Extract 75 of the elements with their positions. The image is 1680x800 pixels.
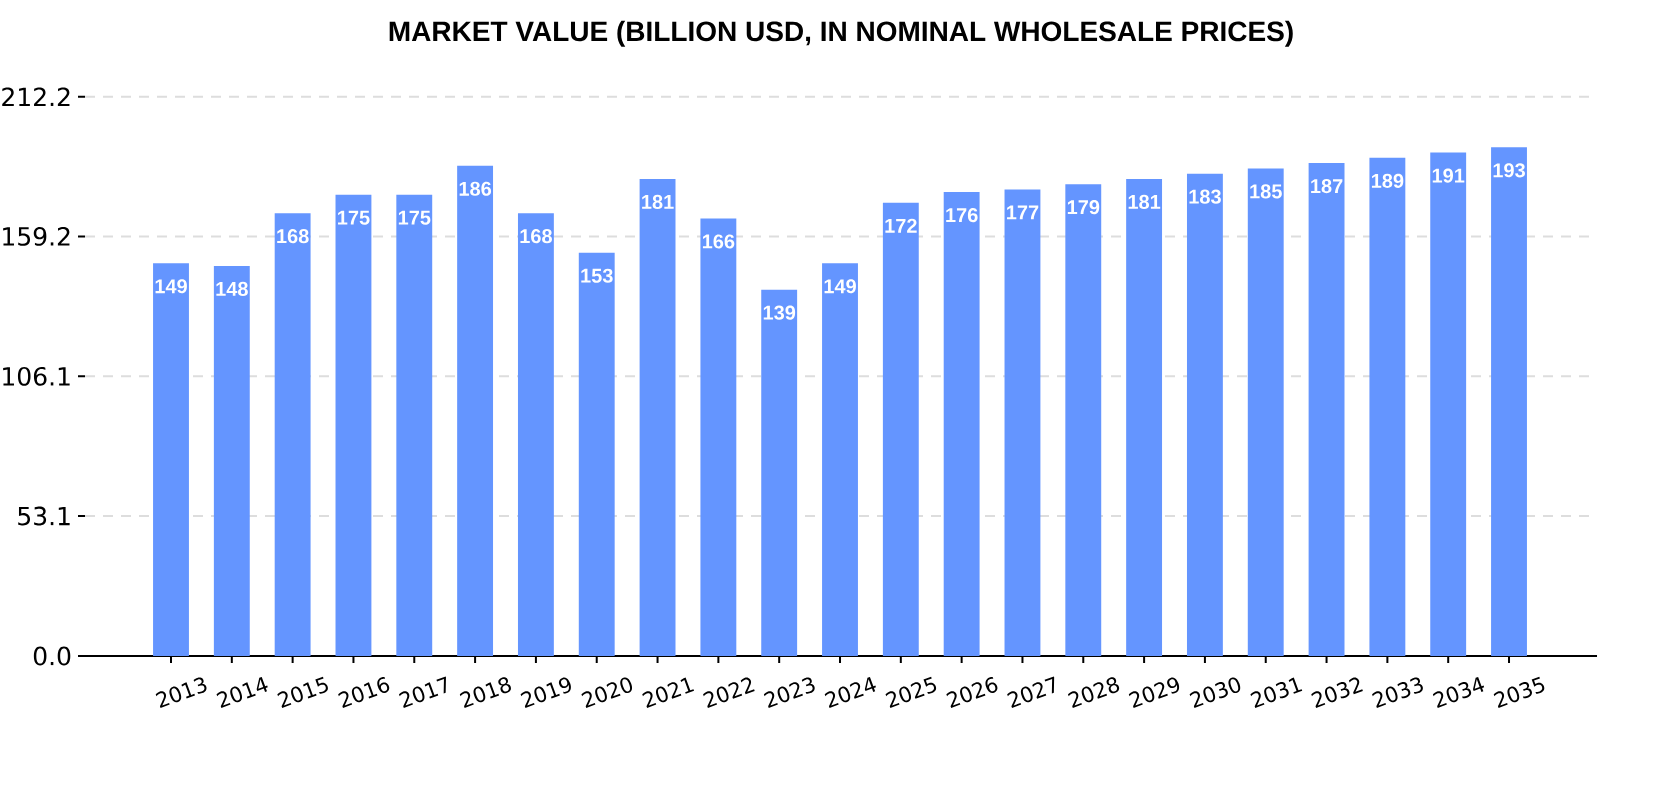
data-label: 189 bbox=[1371, 173, 1404, 188]
data-label: 172 bbox=[885, 218, 917, 233]
data-label: 185 bbox=[1250, 184, 1282, 199]
bar bbox=[1491, 147, 1527, 656]
x-tick-label: 2032 bbox=[1311, 677, 1363, 708]
x-tick-label: 2026 bbox=[946, 676, 998, 708]
data-label: 175 bbox=[398, 210, 431, 225]
data-label: 179 bbox=[1067, 200, 1100, 215]
x-tick-label: 2035 bbox=[1493, 676, 1545, 708]
data-label: 166 bbox=[702, 234, 735, 249]
y-tick-label: 159.2 bbox=[3, 226, 70, 246]
bar bbox=[335, 194, 372, 656]
data-label: 177 bbox=[1007, 205, 1039, 220]
bar bbox=[274, 213, 311, 656]
bar bbox=[1186, 173, 1223, 656]
data-label: 149 bbox=[824, 279, 856, 294]
bar bbox=[943, 192, 980, 656]
bar bbox=[213, 265, 250, 656]
x-tick-label: 2023 bbox=[763, 677, 815, 708]
y-tick-label: 0.0 bbox=[33, 646, 71, 666]
data-label: 187 bbox=[1311, 179, 1343, 194]
x-tick-label: 2033 bbox=[1372, 677, 1423, 708]
bar bbox=[578, 252, 615, 656]
data-label: 181 bbox=[1128, 194, 1161, 209]
bar bbox=[1308, 163, 1345, 656]
data-label: 168 bbox=[277, 229, 309, 244]
x-tick-label: 2016 bbox=[338, 676, 390, 708]
x-tick-label: 2031 bbox=[1250, 677, 1303, 708]
data-label: 139 bbox=[763, 305, 796, 320]
x-tick-label: 2022 bbox=[703, 677, 755, 708]
bar bbox=[882, 202, 919, 656]
x-tick-label: 2029 bbox=[1128, 677, 1180, 708]
x-tick-label: 2018 bbox=[459, 677, 511, 708]
data-label: 175 bbox=[338, 210, 370, 225]
x-tick-label: 2013 bbox=[155, 677, 207, 708]
x-tick-label: 2024 bbox=[824, 676, 876, 708]
data-label: 186 bbox=[459, 181, 492, 196]
data-label: 181 bbox=[642, 194, 674, 209]
bar bbox=[1126, 178, 1163, 656]
bar bbox=[1065, 184, 1102, 656]
bar bbox=[1430, 152, 1467, 656]
bar bbox=[1369, 157, 1406, 656]
data-label: 153 bbox=[581, 268, 613, 283]
y-tick-label: 53.1 bbox=[18, 506, 70, 526]
x-tick-label: 2019 bbox=[520, 677, 571, 708]
bar bbox=[1004, 189, 1041, 656]
bar bbox=[517, 213, 554, 656]
x-tick-label: 2028 bbox=[1067, 677, 1120, 708]
data-label: 191 bbox=[1432, 168, 1465, 183]
bar bbox=[153, 263, 189, 656]
bar bbox=[396, 194, 433, 656]
x-tick-label: 2020 bbox=[581, 677, 633, 708]
x-tick-label: 2025 bbox=[885, 676, 937, 708]
bar bbox=[822, 263, 858, 656]
data-label: 183 bbox=[1189, 189, 1221, 204]
bar bbox=[457, 165, 494, 656]
data-label: 168 bbox=[520, 229, 552, 244]
bar bbox=[639, 178, 676, 656]
y-tick-label: 212.2 bbox=[2, 87, 70, 106]
bar bbox=[761, 289, 798, 656]
bar bbox=[1247, 168, 1284, 656]
x-tick-label: 2034 bbox=[1432, 676, 1485, 708]
x-tick-label: 2027 bbox=[1007, 676, 1055, 708]
y-tick-label: 106.1 bbox=[3, 366, 70, 386]
x-tick-label: 2017 bbox=[398, 676, 446, 708]
x-tick-label: 2014 bbox=[216, 676, 268, 708]
data-label: 193 bbox=[1493, 163, 1525, 178]
data-label: 148 bbox=[216, 281, 248, 296]
chart-title: MARKET VALUE (BILLION USD, IN NOMINAL WHOLESALE PRICES) bbox=[389, 20, 1293, 47]
x-tick-label: 2021 bbox=[642, 677, 695, 708]
data-label: 149 bbox=[155, 279, 187, 294]
data-label: 176 bbox=[946, 208, 978, 223]
x-tick-label: 2030 bbox=[1189, 677, 1241, 708]
bar bbox=[700, 218, 737, 656]
x-tick-label: 2015 bbox=[277, 676, 328, 708]
